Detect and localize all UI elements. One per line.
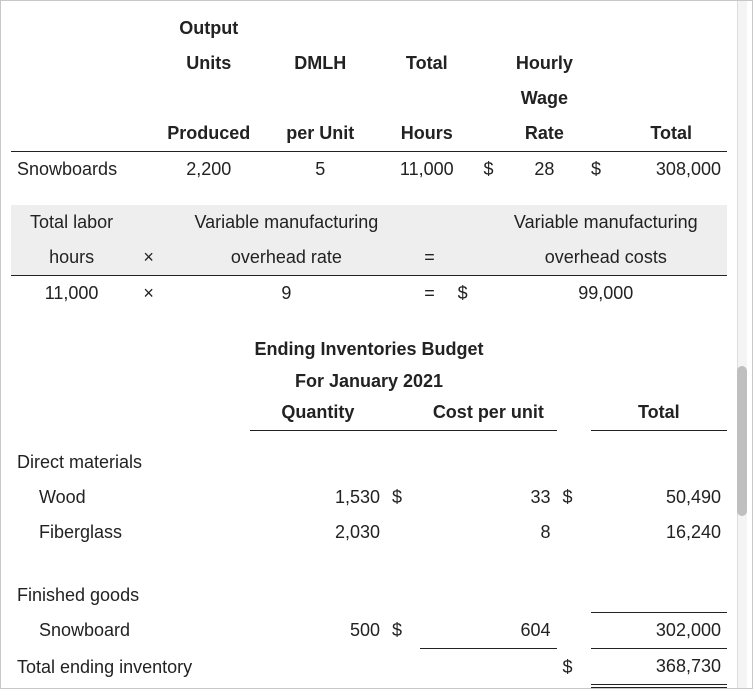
row-produced: 2,200 <box>153 152 265 188</box>
hdr-wage: Wage <box>504 81 585 116</box>
f-h1a: Total labor <box>11 205 132 240</box>
fg-header: Finished goods <box>11 578 250 613</box>
row-dmlh: 5 <box>265 152 377 188</box>
wood-cpu-sym: $ <box>386 480 420 515</box>
total-label: Total ending inventory <box>11 649 250 687</box>
wood-qty: 1,530 <box>250 480 386 515</box>
f-h3b: overhead costs <box>485 240 727 276</box>
fiber-label: Fiberglass <box>11 515 250 550</box>
hdr-total2: Total <box>615 116 727 152</box>
snow-tot: 302,000 <box>591 613 727 649</box>
formula-header-row: Total labor Variable manufacturing Varia… <box>11 205 727 240</box>
hdr-units: Units <box>153 46 265 81</box>
scrollbar-track[interactable] <box>737 1 747 688</box>
row-rate-sym: $ <box>477 152 503 188</box>
row-label: Snowboards <box>11 152 153 188</box>
total-val: 368,730 <box>591 649 727 687</box>
labor-table: Output Units DMLH Total Hourly Wage Prod… <box>11 11 727 187</box>
snow-qty: 500 <box>250 613 386 649</box>
formula-data-row: 11,000 × 9 = $ 99,000 <box>11 276 727 312</box>
scrollbar-thumb[interactable] <box>737 366 747 516</box>
wood-tot: 50,490 <box>591 480 727 515</box>
f-dollar: $ <box>452 276 485 312</box>
f-times: × <box>132 240 165 276</box>
row-total-sym: $ <box>585 152 615 188</box>
hdr-hourly: Hourly <box>504 46 585 81</box>
row-rate: 28 <box>504 152 585 188</box>
wood-tot-sym: $ <box>557 480 591 515</box>
snow-cpu-sym: $ <box>386 613 420 649</box>
b-hdr-total: Total <box>591 395 727 431</box>
total-row: Total ending inventory $ 368,730 <box>11 649 727 687</box>
content-area: Output Units DMLH Total Hourly Wage Prod… <box>1 1 752 689</box>
f-h3a: Variable manufacturing <box>485 205 727 240</box>
hdr-output: Output <box>153 11 265 46</box>
fiber-tot: 16,240 <box>591 515 727 550</box>
hdr-produced: Produced <box>153 116 265 152</box>
fiber-cpu: 8 <box>420 515 556 550</box>
formula-table: Total labor Variable manufacturing Varia… <box>11 205 727 311</box>
hdr-hours: Hours <box>376 116 477 152</box>
total-sym: $ <box>557 649 591 687</box>
table-row: Snowboard 500 $ 604 302,000 <box>11 613 727 649</box>
hdr-total: Total <box>376 46 477 81</box>
f-times2: × <box>132 276 165 312</box>
hdr-rate: Rate <box>504 116 585 152</box>
f-hours: 11,000 <box>11 276 132 312</box>
table-row: Wood 1,530 $ 33 $ 50,490 <box>11 480 727 515</box>
budget-title2: For January 2021 <box>11 363 727 395</box>
f-eq2: = <box>408 276 452 312</box>
f-h2a: Variable manufacturing <box>165 205 407 240</box>
wood-label: Wood <box>11 480 250 515</box>
f-rate: 9 <box>165 276 407 312</box>
table-row: Fiberglass 2,030 8 16,240 <box>11 515 727 550</box>
f-result: 99,000 <box>485 276 727 312</box>
wood-cpu: 33 <box>420 480 556 515</box>
b-hdr-cpu: Cost per unit <box>420 395 556 431</box>
formula-header-row2: hours × overhead rate = overhead costs <box>11 240 727 276</box>
row-hours: 11,000 <box>376 152 477 188</box>
hdr-perunit: per Unit <box>265 116 377 152</box>
hdr-dmlh: DMLH <box>265 46 377 81</box>
table-row: Snowboards 2,200 5 11,000 $ 28 $ 308,000 <box>11 152 727 188</box>
budget-table: Quantity Cost per unit Total Direct mate… <box>11 395 727 688</box>
snow-cpu: 604 <box>420 613 556 649</box>
f-h1b: hours <box>11 240 132 276</box>
f-h2b: overhead rate <box>165 240 407 276</box>
snow-label: Snowboard <box>11 613 250 649</box>
row-total: 308,000 <box>615 152 727 188</box>
dm-header: Direct materials <box>11 445 250 480</box>
fiber-qty: 2,030 <box>250 515 386 550</box>
budget-title1: Ending Inventories Budget <box>11 331 727 363</box>
b-hdr-qty: Quantity <box>250 395 386 431</box>
document-frame: Output Units DMLH Total Hourly Wage Prod… <box>0 0 753 689</box>
f-eq: = <box>408 240 452 276</box>
